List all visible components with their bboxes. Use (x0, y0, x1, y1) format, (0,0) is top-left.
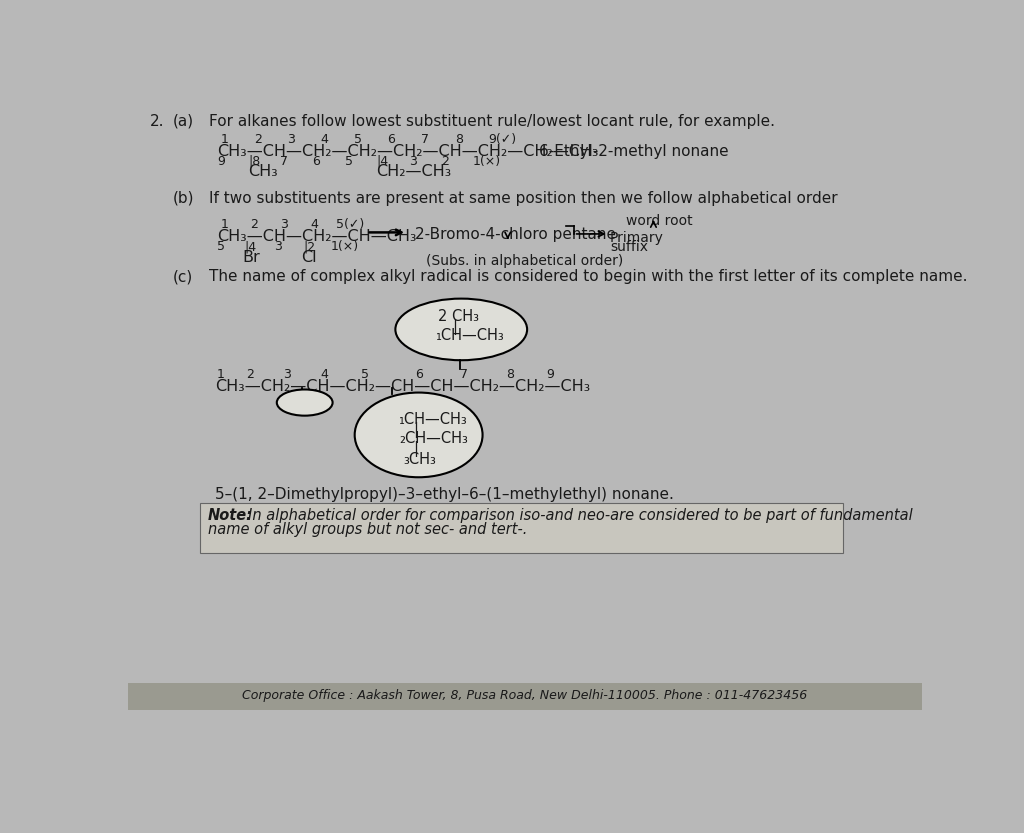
Text: ₂CH—CH₃: ₂CH—CH₃ (399, 431, 468, 446)
Text: If two substituents are present at same position then we follow alphabetical ord: If two substituents are present at same … (209, 191, 838, 206)
Text: 5: 5 (360, 368, 369, 381)
Text: 9: 9 (547, 368, 554, 381)
Text: 2 CH₃: 2 CH₃ (438, 309, 479, 324)
Text: 6: 6 (415, 368, 423, 381)
Text: 9(✓): 9(✓) (488, 133, 516, 146)
Text: name of alkyl groups but not sec- and tert-.: name of alkyl groups but not sec- and te… (208, 522, 527, 537)
Text: ₃CH₃: ₃CH₃ (403, 451, 436, 466)
Text: Primary: Primary (610, 231, 664, 245)
Text: 1: 1 (217, 368, 225, 381)
Text: 5(✓): 5(✓) (336, 217, 364, 231)
Text: suffix: suffix (610, 240, 648, 254)
Text: For alkanes follow lowest substituent rule/lowest locant rule, for example.: For alkanes follow lowest substituent ru… (209, 114, 775, 129)
Text: |8: |8 (248, 155, 260, 167)
Text: 5: 5 (345, 155, 353, 167)
Text: CH₃: CH₃ (248, 164, 278, 179)
Text: Cl: Cl (302, 250, 317, 265)
Text: |: | (414, 441, 419, 457)
Text: Corporate Office : Aakash Tower, 8, Pusa Road, New Delhi-110005. Phone : 011-476: Corporate Office : Aakash Tower, 8, Pusa… (242, 689, 808, 701)
Text: CH₃—CH—CH₂—CH—CH₃: CH₃—CH—CH₂—CH—CH₃ (217, 229, 417, 244)
Text: |4: |4 (376, 155, 388, 167)
Text: 2: 2 (247, 368, 254, 381)
Text: |2: |2 (303, 240, 315, 253)
Text: 2-Bromo-4-chloro pentane: 2-Bromo-4-chloro pentane (415, 227, 615, 242)
Text: 4: 4 (321, 133, 328, 146)
Text: 3: 3 (410, 155, 417, 167)
Text: (a): (a) (173, 114, 195, 129)
Text: 3: 3 (280, 217, 288, 231)
Text: CH₂—CH₃: CH₂—CH₃ (376, 164, 452, 179)
Text: 7: 7 (421, 133, 429, 146)
Text: CH₃—CH—CH₂—CH₂—CH₂—CH—CH₂—CH₂—CH₃: CH₃—CH—CH₂—CH₂—CH₂—CH—CH₂—CH₂—CH₃ (217, 144, 599, 159)
Text: 6-Ethyl-2-methyl nonane: 6-Ethyl-2-methyl nonane (539, 144, 728, 159)
Text: 3: 3 (274, 240, 283, 253)
Text: The name of complex alkyl radical is considered to begin with the first letter o: The name of complex alkyl radical is con… (209, 269, 968, 284)
Text: (Subs. in alphabetical order): (Subs. in alphabetical order) (426, 254, 624, 268)
Text: ₁CH—CH₃: ₁CH—CH₃ (436, 328, 505, 343)
Ellipse shape (395, 298, 527, 360)
Text: 2: 2 (251, 217, 258, 231)
Text: 6: 6 (312, 155, 321, 167)
Text: CH₃—CH₂—CH—CH₂—CH—CH—CH₂—CH₂—CH₃: CH₃—CH₂—CH—CH₂—CH—CH—CH₂—CH₂—CH₃ (215, 379, 590, 394)
Text: 6: 6 (388, 133, 395, 146)
Text: word root: word root (626, 214, 692, 228)
Text: Br: Br (243, 250, 260, 265)
Text: 3: 3 (283, 368, 291, 381)
Text: 7: 7 (280, 155, 288, 167)
Text: 8: 8 (506, 368, 514, 381)
Text: 2: 2 (441, 155, 449, 167)
Text: 7: 7 (460, 368, 468, 381)
FancyBboxPatch shape (200, 502, 843, 553)
Text: Note:: Note: (208, 508, 253, 523)
Text: 9: 9 (217, 155, 225, 167)
Text: 4: 4 (321, 368, 328, 381)
Bar (128, 683, 922, 710)
Text: 4: 4 (310, 217, 318, 231)
Text: 8: 8 (455, 133, 463, 146)
Text: 3: 3 (287, 133, 295, 146)
Text: 1(×): 1(×) (473, 155, 501, 167)
Ellipse shape (276, 390, 333, 416)
Text: 2.: 2. (150, 114, 164, 129)
Ellipse shape (354, 392, 482, 477)
Text: 5: 5 (353, 133, 361, 146)
Text: |4: |4 (245, 240, 256, 253)
Text: (c): (c) (173, 269, 194, 284)
Text: |: | (452, 319, 457, 336)
Text: 5: 5 (217, 240, 225, 253)
Text: In alphabetical order for comparison iso-and neo-are considered to be part of fu: In alphabetical order for comparison iso… (248, 508, 912, 523)
Text: (b): (b) (173, 191, 195, 206)
Text: ₁CH—CH₃: ₁CH—CH₃ (399, 412, 468, 426)
Text: 1(×): 1(×) (331, 240, 358, 253)
Text: C₂H₅: C₂H₅ (289, 397, 319, 412)
Text: 5–(1, 2–Dimethylpropyl)–3–ethyl–6–(1–methylethyl) nonane.: 5–(1, 2–Dimethylpropyl)–3–ethyl–6–(1–met… (215, 487, 674, 502)
Text: 1: 1 (221, 133, 229, 146)
Text: 1: 1 (221, 217, 229, 231)
Text: 2: 2 (254, 133, 262, 146)
Text: |: | (414, 421, 419, 438)
